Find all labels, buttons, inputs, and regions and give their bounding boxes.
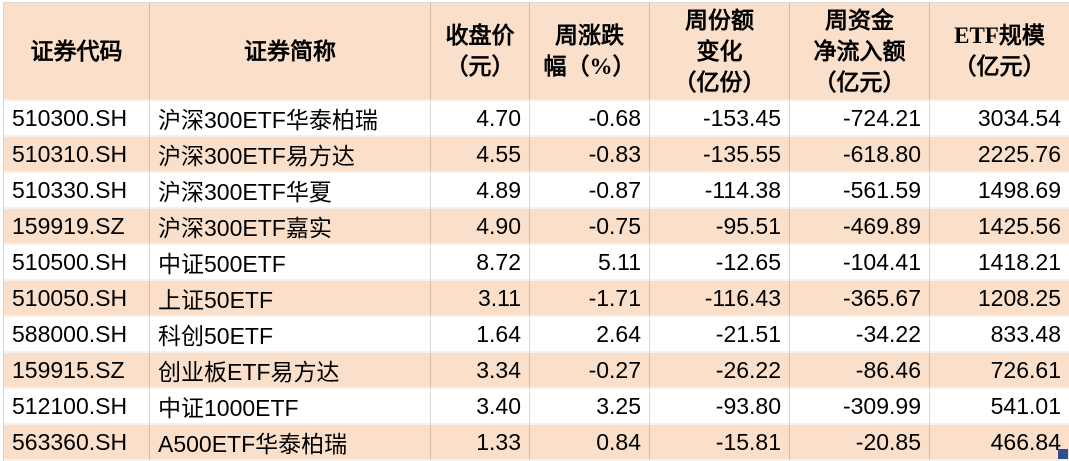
cell-weekly-change-pct: -0.27 [530, 353, 650, 389]
column-header-weekly-change-pct: 周涨跌 幅（%） [530, 3, 650, 101]
cell-weekly-net-inflow: -86.46 [790, 353, 930, 389]
cell-weekly-change-pct: -0.83 [530, 137, 650, 173]
cell-close-price: 1.33 [431, 425, 530, 461]
cell-etf-scale: 2225.76 [930, 137, 1069, 173]
cell-weekly-change-pct: -0.68 [530, 101, 650, 137]
cell-name: 中证1000ETF [150, 389, 431, 425]
cell-weekly-net-inflow: -469.89 [790, 209, 930, 245]
cell-name: 科创50ETF [150, 317, 431, 353]
table-row: 510500.SH 中证500ETF 8.72 5.11 -12.65 -104.41 14… [4, 245, 1069, 281]
cell-etf-scale: 1208.25 [930, 281, 1069, 317]
cell-weekly-net-inflow: -34.22 [790, 317, 930, 353]
column-header-name: 证券简称 [150, 3, 431, 101]
cell-weekly-change-pct: 3.25 [530, 389, 650, 425]
cell-code: 510310.SH [4, 137, 150, 173]
cell-close-price: 4.89 [431, 173, 530, 209]
cell-close-price: 3.40 [431, 389, 530, 425]
table-row: 512100.SH 中证1000ETF 3.40 3.25 -93.80 -309.99 5… [4, 389, 1069, 425]
cell-code: 159919.SZ [4, 209, 150, 245]
column-header-weekly-net-inflow: 周资金 净流入额 （亿元） [790, 3, 930, 101]
cell-code: 512100.SH [4, 389, 150, 425]
cell-code: 563360.SH [4, 425, 150, 461]
cell-code: 159915.SZ [4, 353, 150, 389]
cell-weekly-share-change: -116.43 [650, 281, 790, 317]
cell-close-price: 3.34 [431, 353, 530, 389]
table-row: 510330.SH 沪深300ETF华夏 4.89 -0.87 -114.38 -561.… [4, 173, 1069, 209]
cell-code: 588000.SH [4, 317, 150, 353]
cell-etf-scale: 1498.69 [930, 173, 1069, 209]
cell-etf-scale: 1425.56 [930, 209, 1069, 245]
cell-close-price: 8.72 [431, 245, 530, 281]
etf-weekly-table: 证券代码 证券简称 收盘价 （元） 周涨跌 幅（%） 周份额 变化 （亿份） 周资金 净流… [3, 2, 1069, 461]
table-row: 510300.SH 沪深300ETF华泰柏瑞 4.70 -0.68 -153.45 -72… [4, 101, 1069, 137]
cell-weekly-net-inflow: -618.80 [790, 137, 930, 173]
cell-weekly-share-change: -153.45 [650, 101, 790, 137]
cell-close-price: 4.70 [431, 101, 530, 137]
cell-weekly-change-pct: 0.84 [530, 425, 650, 461]
cell-code: 510050.SH [4, 281, 150, 317]
etf-table: 证券代码 证券简称 收盘价 （元） 周涨跌 幅（%） 周份额 变化 （亿份） 周资金 净流… [3, 2, 1069, 461]
column-header-weekly-share-change: 周份额 变化 （亿份） [650, 3, 790, 101]
cell-etf-scale: 466.84 [930, 425, 1069, 461]
cell-weekly-share-change: -95.51 [650, 209, 790, 245]
cell-close-price: 4.90 [431, 209, 530, 245]
cell-weekly-share-change: -15.81 [650, 425, 790, 461]
cell-name: 沪深300ETF嘉实 [150, 209, 431, 245]
cell-close-price: 3.11 [431, 281, 530, 317]
cell-weekly-net-inflow: -561.59 [790, 173, 930, 209]
header-row: 证券代码 证券简称 收盘价 （元） 周涨跌 幅（%） 周份额 变化 （亿份） 周资金 净流… [4, 3, 1069, 101]
cell-weekly-change-pct: 5.11 [530, 245, 650, 281]
table-row: 510310.SH 沪深300ETF易方达 4.55 -0.83 -135.55 -618… [4, 137, 1069, 173]
selection-handle[interactable] [1058, 449, 1068, 459]
cell-close-price: 4.55 [431, 137, 530, 173]
cell-etf-scale: 3034.54 [930, 101, 1069, 137]
cell-weekly-change-pct: -0.75 [530, 209, 650, 245]
cell-weekly-net-inflow: -724.21 [790, 101, 930, 137]
cell-weekly-net-inflow: -20.85 [790, 425, 930, 461]
table-row: 588000.SH 科创50ETF 1.64 2.64 -21.51 -34.22 833.… [4, 317, 1069, 353]
cell-etf-scale: 833.48 [930, 317, 1069, 353]
table-row: 159915.SZ 创业板ETF易方达 3.34 -0.27 -26.22 -86.46 7… [4, 353, 1069, 389]
cell-weekly-share-change: -12.65 [650, 245, 790, 281]
cell-name: 沪深300ETF华夏 [150, 173, 431, 209]
table-body: 510300.SH 沪深300ETF华泰柏瑞 4.70 -0.68 -153.45 -72… [4, 101, 1069, 461]
cell-name: 创业板ETF易方达 [150, 353, 431, 389]
column-header-close-price: 收盘价 （元） [431, 3, 530, 101]
cell-etf-scale: 726.61 [930, 353, 1069, 389]
cell-weekly-change-pct: 2.64 [530, 317, 650, 353]
cell-close-price: 1.64 [431, 317, 530, 353]
cell-code: 510500.SH [4, 245, 150, 281]
cell-name: 中证500ETF [150, 245, 431, 281]
cell-weekly-share-change: -135.55 [650, 137, 790, 173]
cell-weekly-share-change: -114.38 [650, 173, 790, 209]
cell-weekly-change-pct: -0.87 [530, 173, 650, 209]
cell-weekly-net-inflow: -104.41 [790, 245, 930, 281]
table-row: 159919.SZ 沪深300ETF嘉实 4.90 -0.75 -95.51 -469.8… [4, 209, 1069, 245]
cell-weekly-change-pct: -1.71 [530, 281, 650, 317]
cell-etf-scale: 541.01 [930, 389, 1069, 425]
cell-code: 510330.SH [4, 173, 150, 209]
table-row: 563360.SH A500ETF华泰柏瑞 1.33 0.84 -15.81 -20.85… [4, 425, 1069, 461]
cell-name: 沪深300ETF易方达 [150, 137, 431, 173]
column-header-code: 证券代码 [4, 3, 150, 101]
cell-weekly-net-inflow: -309.99 [790, 389, 930, 425]
cell-name: 上证50ETF [150, 281, 431, 317]
cell-weekly-share-change: -21.51 [650, 317, 790, 353]
cell-weekly-share-change: -26.22 [650, 353, 790, 389]
cell-name: A500ETF华泰柏瑞 [150, 425, 431, 461]
cell-weekly-share-change: -93.80 [650, 389, 790, 425]
cell-code: 510300.SH [4, 101, 150, 137]
cell-name: 沪深300ETF华泰柏瑞 [150, 101, 431, 137]
cell-weekly-net-inflow: -365.67 [790, 281, 930, 317]
cell-etf-scale: 1418.21 [930, 245, 1069, 281]
column-header-etf-scale: ETF规模 （亿元） [930, 3, 1069, 101]
table-row: 510050.SH 上证50ETF 3.11 -1.71 -116.43 -365.67 1… [4, 281, 1069, 317]
